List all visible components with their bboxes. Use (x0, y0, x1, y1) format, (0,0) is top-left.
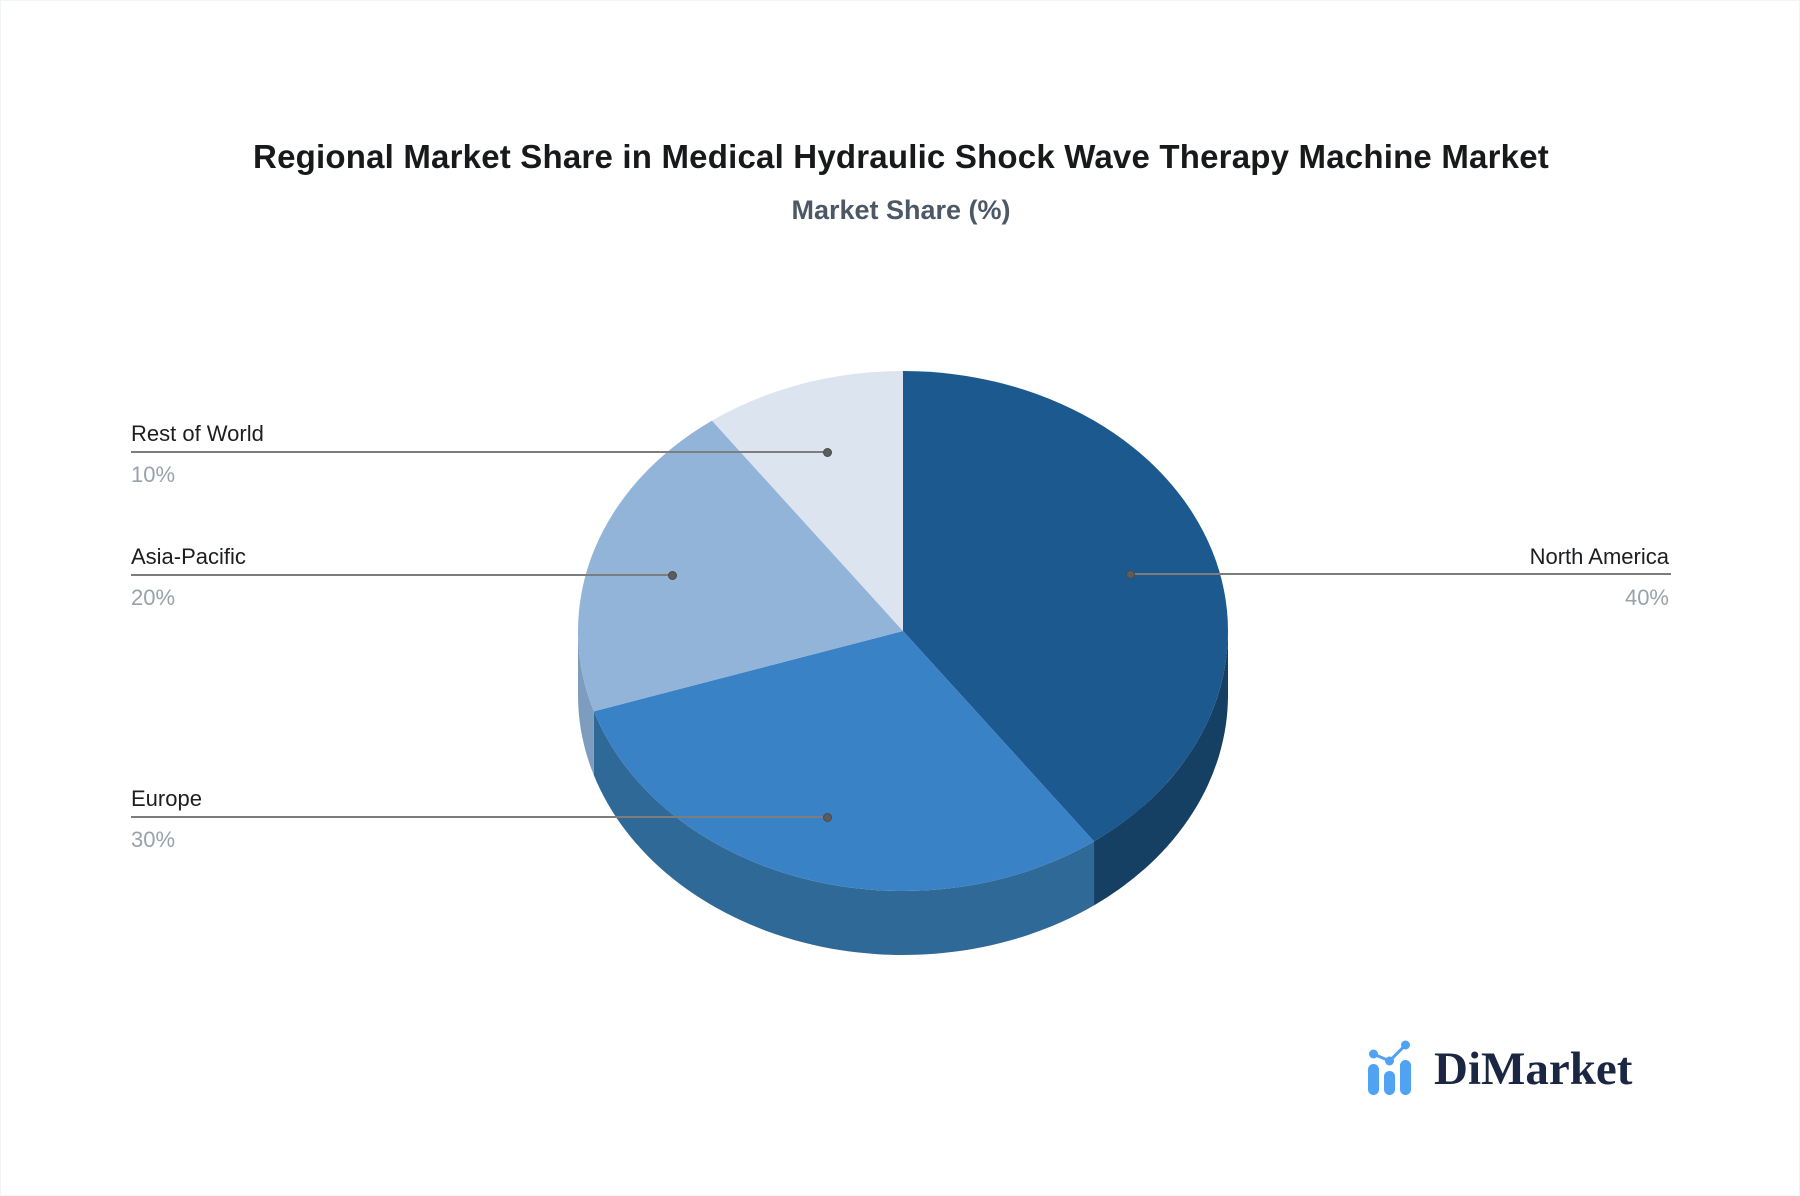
pie-side-north-america (1094, 631, 1228, 906)
callout-label-rest-of-world: Rest of World (131, 421, 264, 446)
callout-label-europe: Europe (131, 786, 202, 811)
pie-slice-rest-of-world (711, 371, 903, 631)
callout-value-asia-pacific: 20% (131, 585, 176, 610)
leader-line-europe (131, 813, 832, 822)
pie-side-asia-pacific (578, 631, 594, 776)
pie-slice-asia-pacific (578, 420, 903, 712)
brand-logo: DiMarket (1364, 1038, 1632, 1100)
callout-value-rest-of-world: 10% (131, 462, 176, 487)
leader-dot-north-america (1126, 570, 1135, 579)
pie-slice-north-america (903, 371, 1229, 842)
leader-line-rest-of-world (131, 448, 832, 457)
callout-value-north-america: 40% (1624, 585, 1669, 610)
leader-dot-rest-of-world (823, 448, 832, 457)
leader-dot-europe (823, 813, 832, 822)
callout-label-asia-pacific: Asia-Pacific (131, 544, 246, 569)
chart-subtitle: Market Share (%) (791, 195, 1011, 225)
callout-label-north-america: North America (1529, 544, 1669, 569)
bar-chart-trend-icon (1368, 1040, 1411, 1095)
leader-dot-asia-pacific (668, 571, 677, 580)
leader-line-north-america (1126, 570, 1671, 579)
pie-slice-europe (593, 631, 1095, 891)
pie-side-europe (593, 711, 1095, 955)
leader-line-asia-pacific (131, 571, 677, 580)
brand-name: DiMarket (1434, 1043, 1633, 1095)
chart-title: Regional Market Share in Medical Hydraul… (253, 138, 1549, 175)
callout-value-europe: 30% (131, 827, 176, 852)
